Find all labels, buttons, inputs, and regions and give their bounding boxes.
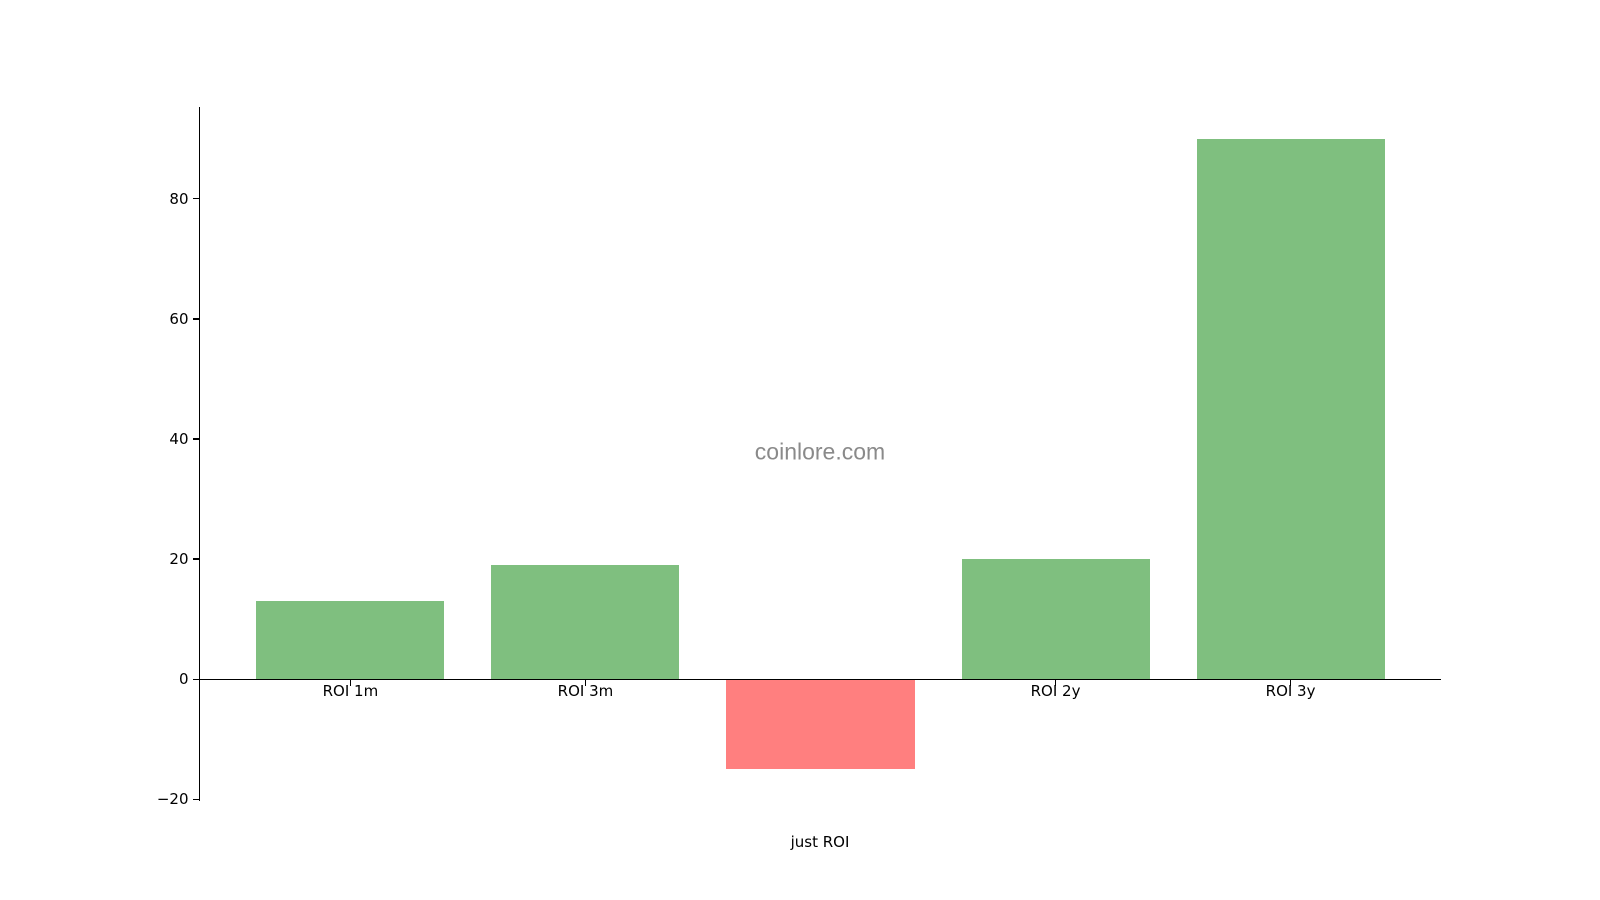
y-tick-label: 20 [169,550,189,569]
bar-roi-1m [256,601,445,680]
x-tick-mark [1289,680,1292,687]
y-tick-mark [192,798,199,801]
y-tick-mark [192,197,199,200]
y-tick-mark [192,438,199,440]
y-axis-spine [198,107,200,801]
y-tick-label: 40 [169,429,189,448]
bar-roi-3y [1196,138,1385,680]
x-tick-label: ROI 1m [322,682,379,701]
y-tick-mark [192,678,199,681]
bar-roi-2y [961,559,1150,680]
x-tick-label: ROI 3y [1265,682,1316,701]
y-tick-label: −20 [156,790,189,809]
bar-roi-3m [491,565,680,680]
y-tick-label: 80 [169,189,189,208]
watermark: coinlore.com [754,438,886,465]
y-tick-label: 60 [169,309,189,328]
x-tick-label: ROI 2y [1030,682,1081,701]
x-tick-mark [349,680,352,687]
x-tick-mark [584,680,587,687]
y-tick-mark [192,558,199,560]
y-tick-label: 0 [178,670,189,689]
x-tick-mark [1054,680,1057,687]
x-axis-label: just ROI [790,833,850,851]
bar-unlabeled-2 [726,679,915,770]
x-tick-label: ROI 3m [557,682,614,701]
x-axis-spine [198,678,1441,681]
y-tick-mark [192,318,199,320]
